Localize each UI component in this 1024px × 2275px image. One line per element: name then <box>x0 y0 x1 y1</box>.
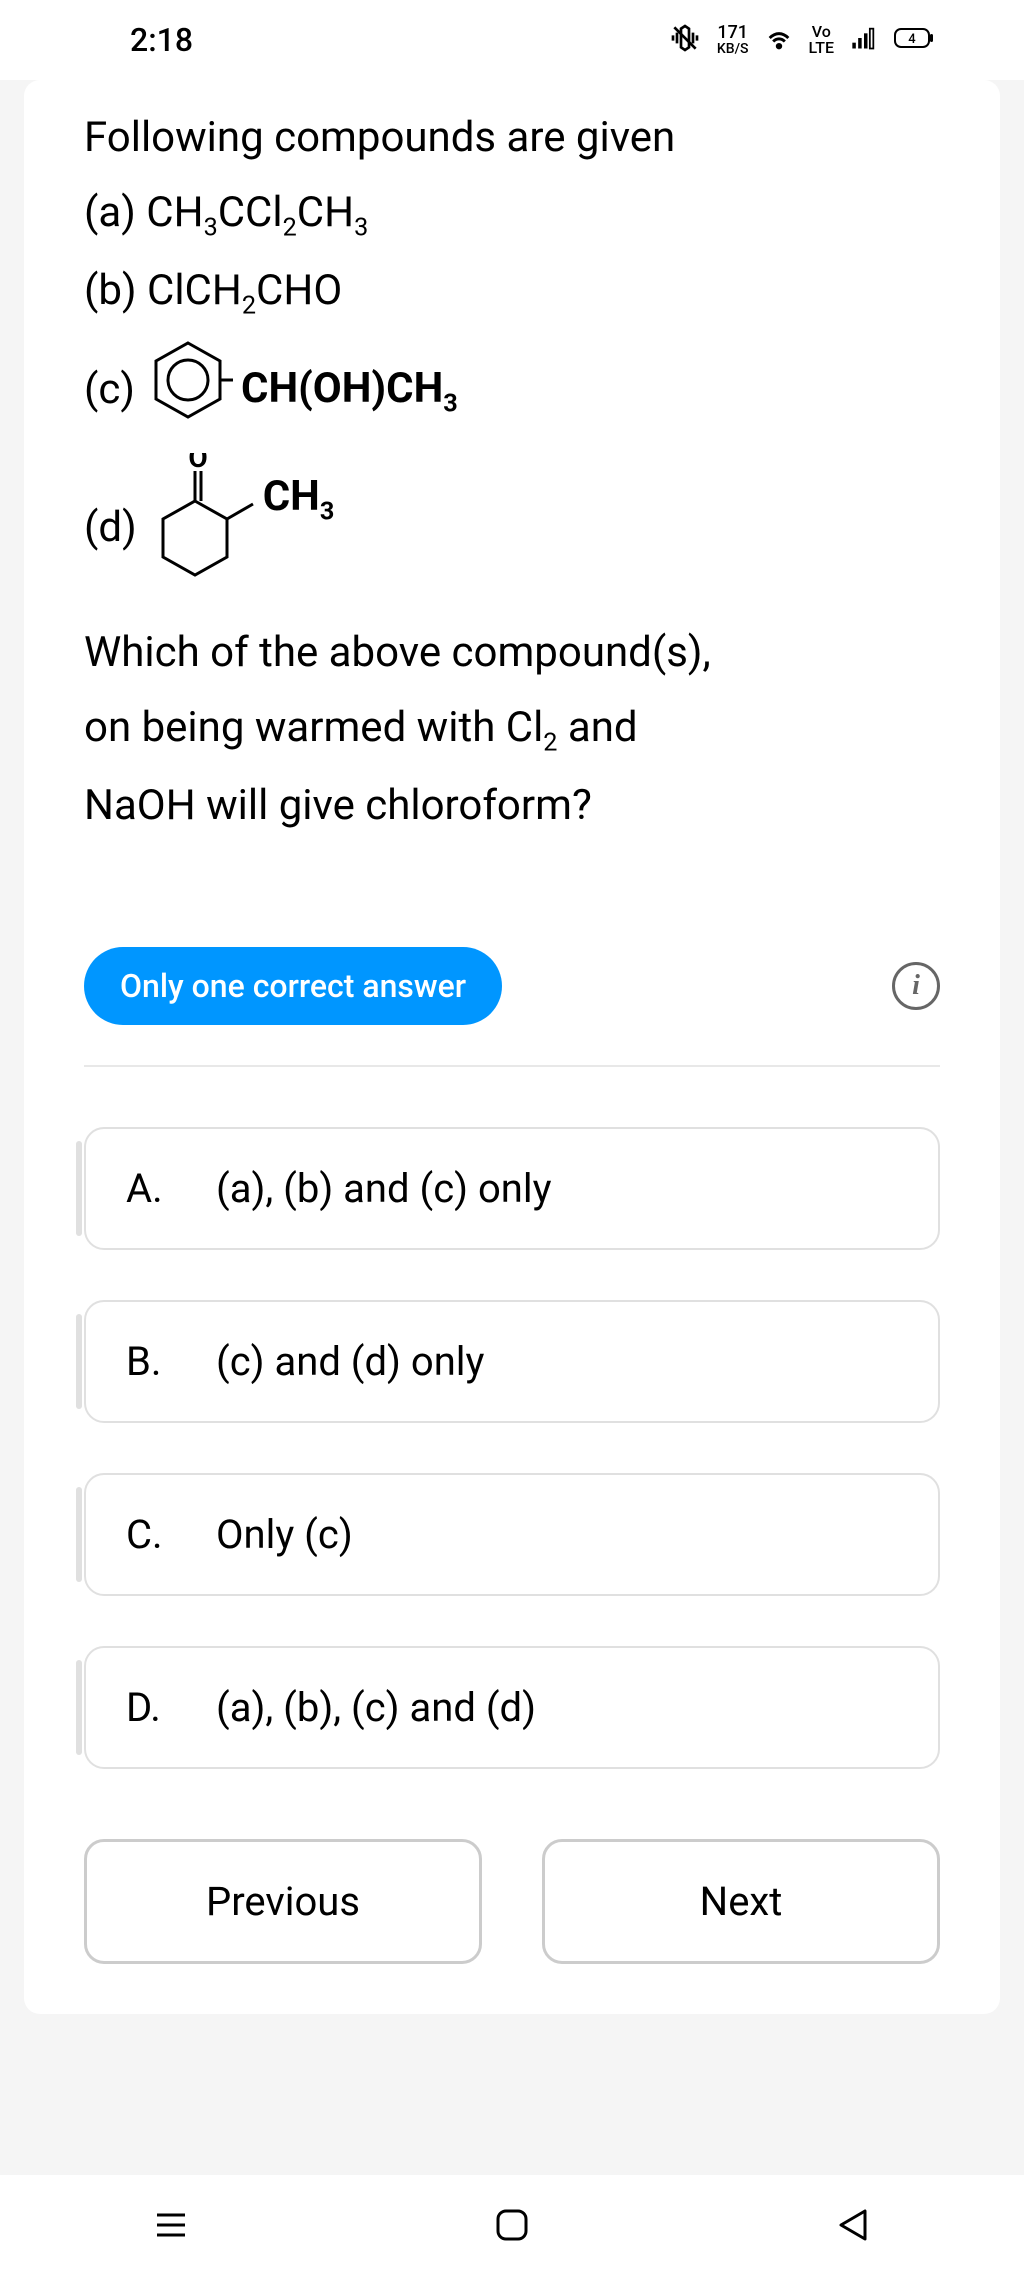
compound-d: (d) O CH3 <box>84 453 940 603</box>
info-icon[interactable]: i <box>892 962 940 1010</box>
status-right: 171 KB/S Vo LTE 4 <box>669 22 934 59</box>
home-button[interactable] <box>482 2195 542 2255</box>
compound-b: (b) ClCH2CHO <box>84 257 940 327</box>
signal-icon <box>850 24 878 57</box>
compound-c: (c) CH(OH)CH3 <box>84 335 940 445</box>
divider <box>84 1065 940 1067</box>
option-text: (a), (b), (c) and (d) <box>216 1684 536 1731</box>
vibrate-icon <box>669 22 701 59</box>
cyclohexanone-icon: O <box>145 453 275 603</box>
question-intro: Following compounds are given <box>84 104 940 171</box>
next-button[interactable]: Next <box>542 1839 940 1964</box>
prompt-line-3: NaOH will give chloroform? <box>84 772 940 839</box>
nav-row: Previous Next <box>64 1809 960 2014</box>
answer-type-badge: Only one correct answer <box>84 947 502 1025</box>
lte-indicator: Vo LTE <box>809 24 834 56</box>
option-letter: A. <box>126 1165 176 1212</box>
prompt-line-2: on being warmed with Cl2 and <box>84 694 940 764</box>
status-bar: 2:18 171 KB/S Vo LTE 4 <box>0 0 1024 80</box>
prompt-line-1: Which of the above compound(s), <box>84 619 940 686</box>
option-text: Only (c) <box>216 1511 353 1558</box>
option-letter: B. <box>126 1338 176 1385</box>
network-speed: 171 KB/S <box>717 24 749 56</box>
wifi-icon <box>765 24 793 57</box>
previous-button[interactable]: Previous <box>84 1839 482 1964</box>
option-c[interactable]: C. Only (c) <box>84 1473 940 1596</box>
content-wrap: Following compounds are given (a) CH3CCl… <box>24 80 1000 2014</box>
option-d[interactable]: D. (a), (b), (c) and (d) <box>84 1646 940 1769</box>
back-button[interactable] <box>823 2195 883 2255</box>
benzene-ring-icon <box>143 335 233 445</box>
option-text: (c) and (d) only <box>216 1338 484 1385</box>
question-block: Following compounds are given (a) CH3CCl… <box>64 80 960 887</box>
recent-apps-button[interactable] <box>141 2195 201 2255</box>
battery-icon: 4 <box>894 26 934 55</box>
option-b[interactable]: B. (c) and (d) only <box>84 1300 940 1423</box>
svg-text:O: O <box>188 453 207 474</box>
option-a[interactable]: A. (a), (b) and (c) only <box>84 1127 940 1250</box>
svg-text:4: 4 <box>908 32 916 47</box>
option-text: (a), (b) and (c) only <box>216 1165 552 1212</box>
option-letter: C. <box>126 1511 176 1558</box>
status-time: 2:18 <box>130 21 193 59</box>
compound-a: (a) CH3CCl2CH3 <box>84 179 940 249</box>
system-nav-bar <box>0 2175 1024 2275</box>
options-list: A. (a), (b) and (c) only B. (c) and (d) … <box>64 1087 960 1809</box>
badge-row: Only one correct answer i <box>64 927 960 1045</box>
option-letter: D. <box>126 1684 176 1731</box>
